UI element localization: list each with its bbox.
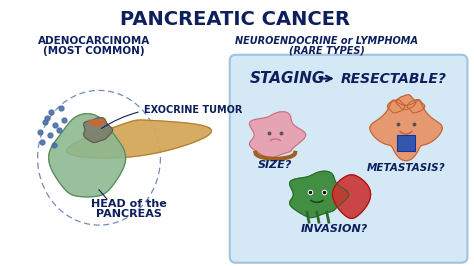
Polygon shape	[67, 120, 211, 158]
Text: EXOCRINE TUMOR: EXOCRINE TUMOR	[101, 105, 242, 128]
Text: PANCREAS: PANCREAS	[96, 209, 162, 219]
Polygon shape	[396, 95, 416, 110]
Polygon shape	[387, 99, 405, 113]
Polygon shape	[290, 171, 349, 218]
Text: (MOST COMMON): (MOST COMMON)	[43, 46, 145, 56]
Polygon shape	[249, 112, 306, 158]
Polygon shape	[83, 118, 113, 143]
Text: STAGING: STAGING	[249, 71, 325, 86]
Text: HEAD of the: HEAD of the	[91, 199, 167, 209]
FancyBboxPatch shape	[397, 135, 415, 151]
Polygon shape	[407, 99, 425, 113]
Polygon shape	[49, 114, 126, 197]
Polygon shape	[370, 100, 442, 161]
Text: SIZE?: SIZE?	[258, 160, 292, 170]
Polygon shape	[333, 175, 371, 218]
Text: INVASION?: INVASION?	[301, 224, 368, 234]
Text: ADENOCARCINOMA: ADENOCARCINOMA	[38, 36, 150, 46]
Polygon shape	[89, 120, 105, 126]
Text: RESECTABLE?: RESECTABLE?	[341, 72, 447, 86]
Text: PANCREATIC CANCER: PANCREATIC CANCER	[120, 10, 350, 29]
Text: METASTASIS?: METASTASIS?	[367, 163, 446, 173]
Text: (RARE TYPES): (RARE TYPES)	[289, 46, 365, 56]
Text: NEUROENDOCRINE or LYMPHOMA: NEUROENDOCRINE or LYMPHOMA	[235, 36, 418, 46]
FancyBboxPatch shape	[230, 55, 467, 263]
